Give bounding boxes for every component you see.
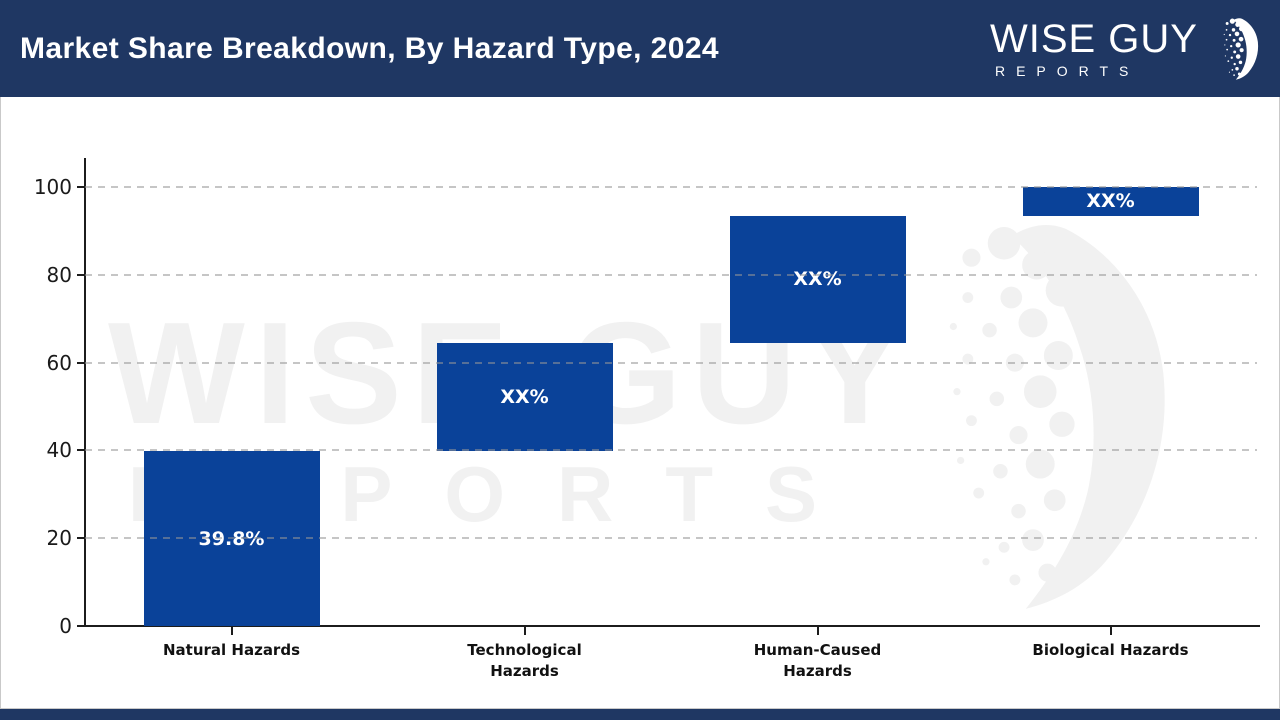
watermark: WISE GUY REPORTS [0,97,1280,708]
logo-line-wise-guy: WISE GUY [989,17,1198,61]
header-bar: Market Share Breakdown, By Hazard Type, … [0,0,1280,97]
footer-bar [0,709,1280,720]
chart-title: Market Share Breakdown, By Hazard Type, … [20,31,719,65]
logo-wordmark: WISE GUY REPORTS [990,19,1198,78]
logo-line-reports: REPORTS [994,63,1140,79]
watermark-text-primary: WISE GUY [108,292,914,454]
wiseguy-face-icon [1208,17,1266,81]
wiseguy-logo: WISE GUY REPORTS [990,17,1266,81]
watermark-text-secondary: REPORTS [128,450,870,538]
footer-hairline [0,708,1280,709]
watermark-face-icon [852,217,1214,617]
